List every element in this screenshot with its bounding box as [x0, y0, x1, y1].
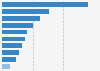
Bar	[2, 36, 25, 41]
Bar	[2, 2, 88, 7]
Bar	[2, 23, 32, 28]
Bar	[2, 9, 49, 14]
Bar	[2, 30, 27, 35]
Bar	[2, 64, 10, 69]
Bar	[2, 57, 16, 62]
Bar	[2, 16, 40, 21]
Bar	[2, 43, 22, 48]
Bar	[2, 50, 20, 55]
